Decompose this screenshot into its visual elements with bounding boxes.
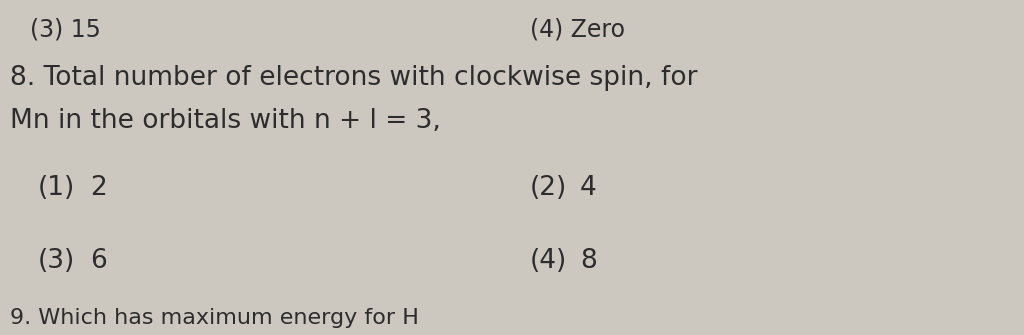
Text: 6: 6 xyxy=(90,248,106,274)
Text: Mn in the orbitals with n + l = 3,: Mn in the orbitals with n + l = 3, xyxy=(10,108,441,134)
Text: (4): (4) xyxy=(530,248,567,274)
Text: 9. Which has maximum energy for H: 9. Which has maximum energy for H xyxy=(10,308,419,328)
Text: (3) 15: (3) 15 xyxy=(30,18,101,42)
Text: (4) Zero: (4) Zero xyxy=(530,18,625,42)
Text: 8. Total number of electrons with clockwise spin, for: 8. Total number of electrons with clockw… xyxy=(10,65,697,91)
Text: (3): (3) xyxy=(38,248,75,274)
Text: 4: 4 xyxy=(580,175,597,201)
Text: 8: 8 xyxy=(580,248,597,274)
Text: 2: 2 xyxy=(90,175,106,201)
Text: (2): (2) xyxy=(530,175,567,201)
Text: (1): (1) xyxy=(38,175,75,201)
